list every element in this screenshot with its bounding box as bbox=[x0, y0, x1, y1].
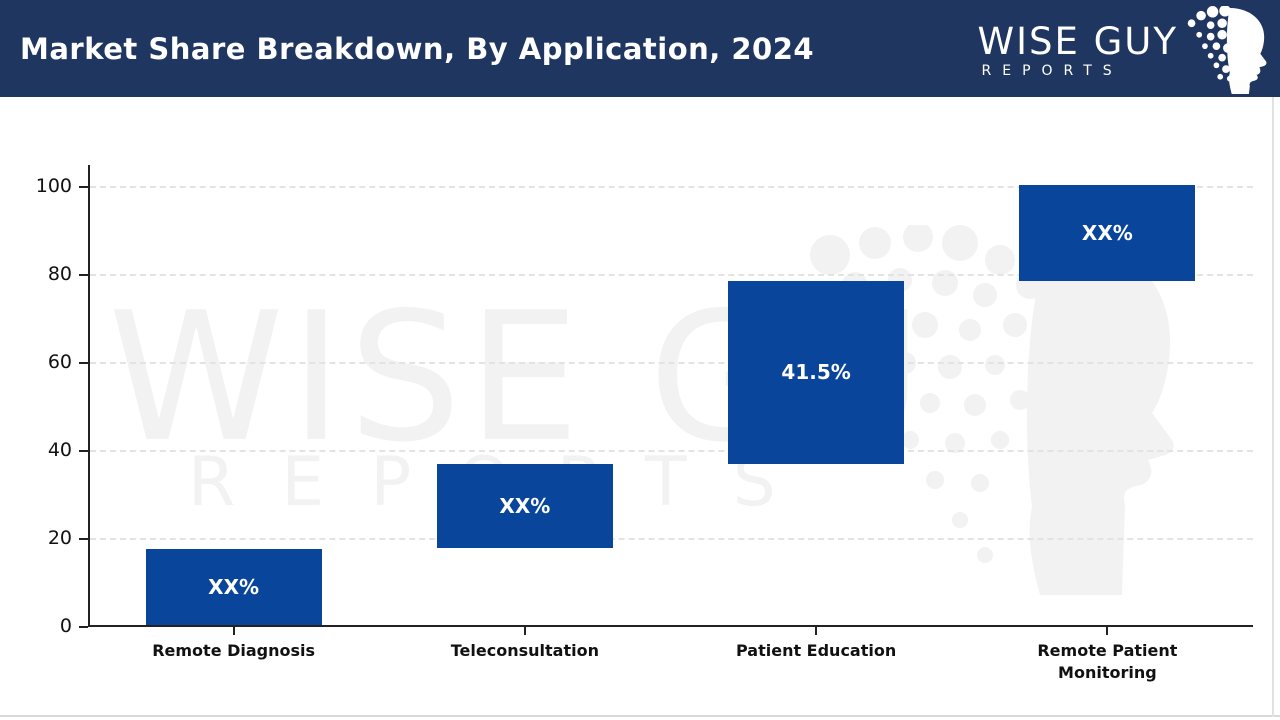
page-right-border bbox=[1272, 97, 1274, 717]
x-category-label: Patient Education bbox=[735, 641, 897, 660]
x-tick-mark bbox=[1106, 627, 1109, 635]
x-tick-mark bbox=[232, 627, 235, 635]
y-gridline bbox=[90, 362, 1253, 364]
y-tick-label: 0 bbox=[59, 615, 72, 637]
y-tick-mark bbox=[79, 538, 88, 540]
bar-value-label: XX% bbox=[499, 494, 551, 519]
bar: 41.5% bbox=[728, 280, 905, 464]
x-tick-mark bbox=[815, 627, 818, 635]
y-tick-mark bbox=[79, 186, 88, 188]
y-tick-label: 100 bbox=[35, 175, 72, 197]
y-tick-mark bbox=[79, 626, 88, 628]
y-tick-mark bbox=[79, 362, 88, 364]
y-gridline bbox=[90, 186, 1253, 188]
chart-title: Market Share Breakdown, By Application, … bbox=[20, 31, 815, 66]
x-category-label: Teleconsultation bbox=[450, 641, 599, 660]
logo-wordmark: WISE GUY bbox=[977, 19, 1178, 63]
x-category-label: Remote Diagnosis bbox=[152, 641, 316, 660]
dotted-head-icon bbox=[1187, 6, 1267, 94]
x-category-label: Remote Patient Monitoring bbox=[1037, 641, 1178, 682]
y-gridline bbox=[90, 274, 1253, 276]
bar-value-label: 41.5% bbox=[781, 360, 851, 385]
y-tick-label: 20 bbox=[47, 527, 72, 549]
y-gridline bbox=[90, 450, 1253, 452]
y-tick-label: 80 bbox=[47, 263, 72, 285]
logo-subtitle: REPORTS bbox=[981, 62, 1123, 79]
wise-guy-reports-logo: WISE GUY REPORTS bbox=[978, 6, 1268, 94]
plot-area: 0 20 40 60 80 100 XX% Remote Diagnosis XX% Teleco… bbox=[36, 165, 1253, 682]
y-axis-line bbox=[88, 165, 90, 627]
x-tick-mark bbox=[523, 627, 526, 635]
bar-value-label: XX% bbox=[208, 575, 260, 600]
header-bar: Market Share Breakdown, By Application, … bbox=[0, 0, 1280, 97]
page-bottom-border bbox=[0, 715, 1280, 717]
bar-value-label: XX% bbox=[1081, 220, 1133, 245]
y-gridline bbox=[90, 538, 1253, 540]
logo-text-block: WISE GUY REPORTS bbox=[977, 19, 1178, 79]
bar: XX% bbox=[1019, 185, 1196, 281]
y-tick-label: 40 bbox=[47, 439, 72, 461]
y-tick-mark bbox=[79, 450, 88, 452]
x-axis-line bbox=[88, 625, 1253, 627]
bar: XX% bbox=[145, 549, 322, 625]
bar: XX% bbox=[436, 463, 613, 549]
y-tick-label: 60 bbox=[47, 351, 72, 373]
y-tick-mark bbox=[79, 274, 88, 276]
